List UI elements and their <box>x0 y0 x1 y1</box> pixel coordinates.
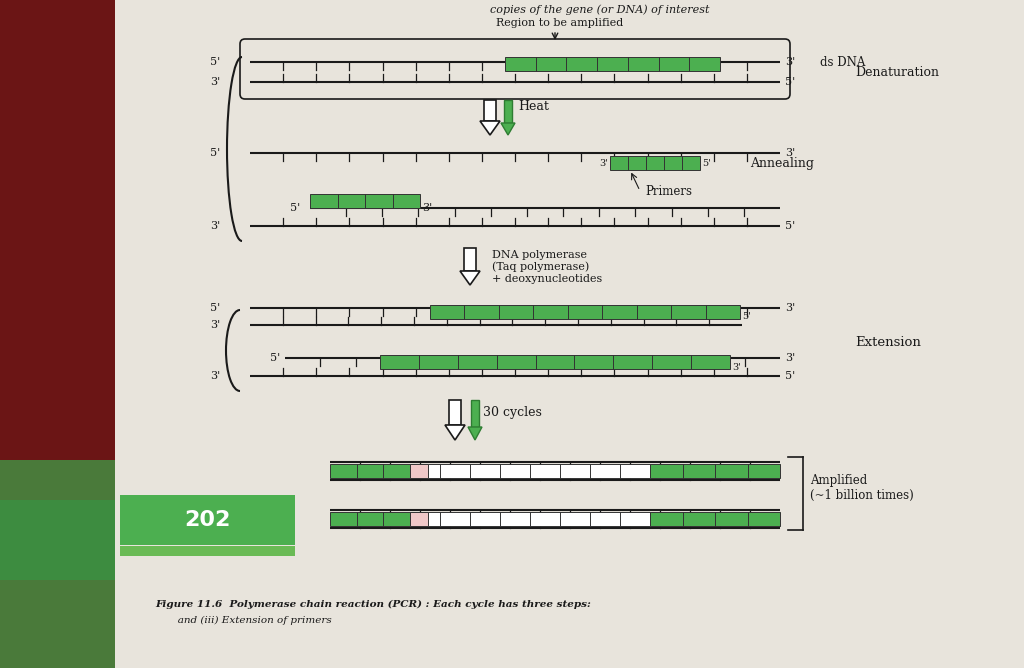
Text: Amplified
(~1 billion times): Amplified (~1 billion times) <box>810 474 913 502</box>
Text: 3': 3' <box>732 363 741 371</box>
Polygon shape <box>468 427 482 440</box>
Bar <box>120 495 295 545</box>
Bar <box>0 500 130 580</box>
Text: Annealing: Annealing <box>750 156 814 170</box>
Bar <box>330 464 410 478</box>
Text: 3': 3' <box>785 57 796 67</box>
Bar <box>449 400 461 425</box>
Text: ds DNA: ds DNA <box>820 55 865 69</box>
Text: copies of the gene (or DNA) of interest: copies of the gene (or DNA) of interest <box>490 4 710 15</box>
Text: Denaturation: Denaturation <box>855 65 939 79</box>
Polygon shape <box>480 121 500 135</box>
Bar <box>410 512 650 526</box>
Text: 5': 5' <box>290 203 300 213</box>
Bar <box>410 464 428 478</box>
Text: 3': 3' <box>210 371 220 381</box>
Text: 5': 5' <box>785 371 796 381</box>
Bar <box>484 100 496 121</box>
Bar <box>0 0 130 668</box>
Text: 5': 5' <box>785 77 796 87</box>
Text: Region to be amplified: Region to be amplified <box>497 18 624 28</box>
Bar <box>430 305 740 319</box>
Bar <box>0 460 130 668</box>
Text: 5': 5' <box>269 353 280 363</box>
Bar <box>410 464 650 478</box>
Text: Primers: Primers <box>645 184 692 198</box>
Bar <box>505 57 720 71</box>
Bar <box>380 355 730 369</box>
Bar <box>310 194 420 208</box>
Bar <box>115 0 1024 668</box>
Bar <box>610 156 700 170</box>
Text: and (iii) Extension of primers: and (iii) Extension of primers <box>155 616 332 625</box>
Polygon shape <box>445 425 465 440</box>
Text: 3': 3' <box>785 303 796 313</box>
Bar <box>650 464 780 478</box>
Text: 202: 202 <box>184 510 230 530</box>
Bar <box>410 512 428 526</box>
Text: 5': 5' <box>210 303 220 313</box>
Text: Figure 11.6  Polymerase chain reaction (PCR) : Each cycle has three steps:: Figure 11.6 Polymerase chain reaction (P… <box>155 600 591 609</box>
Bar <box>471 400 479 427</box>
Text: 30 cycles: 30 cycles <box>483 405 542 418</box>
Bar <box>120 546 295 556</box>
Bar <box>330 512 410 526</box>
Text: 5': 5' <box>785 221 796 231</box>
Polygon shape <box>460 271 480 285</box>
Text: 5': 5' <box>742 312 751 321</box>
Text: DNA polymerase
(Taq polymerase)
+ deoxynucleotides: DNA polymerase (Taq polymerase) + deoxyn… <box>492 250 602 284</box>
Text: 5': 5' <box>210 148 220 158</box>
Text: 3': 3' <box>422 203 432 213</box>
Text: 3': 3' <box>210 221 220 231</box>
Polygon shape <box>501 123 515 135</box>
Text: 3': 3' <box>785 353 796 363</box>
Text: 3': 3' <box>210 320 220 330</box>
Bar <box>650 512 780 526</box>
Text: 3': 3' <box>210 77 220 87</box>
Text: 3': 3' <box>785 148 796 158</box>
Text: 5': 5' <box>702 158 711 168</box>
Bar <box>504 100 512 123</box>
Bar <box>464 248 476 271</box>
Text: Heat: Heat <box>518 100 549 112</box>
Text: 3': 3' <box>599 158 608 168</box>
Text: Extension: Extension <box>855 335 921 349</box>
Text: 5': 5' <box>210 57 220 67</box>
